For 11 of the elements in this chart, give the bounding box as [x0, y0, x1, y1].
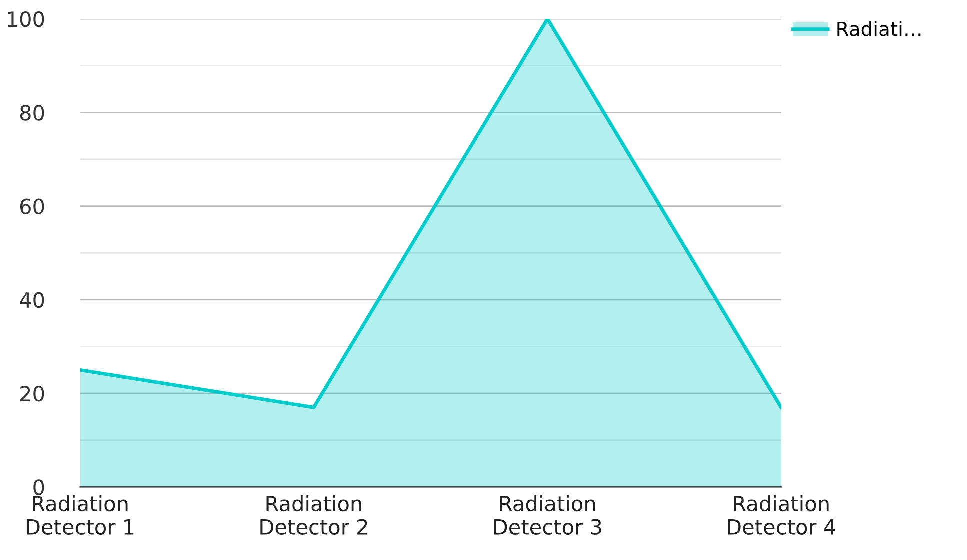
y-tick-label: 20 — [20, 386, 44, 402]
y-tick-label: 40 — [20, 292, 44, 308]
y-tick-label: 100 — [8, 11, 44, 28]
x-tick-label: Radiation Detector 2 — [260, 496, 368, 535]
y-tick-label: 80 — [20, 105, 44, 121]
y-tick-label: 60 — [20, 198, 44, 215]
x-tick-label: Radiation Detector 3 — [494, 496, 602, 535]
legend-label: Radiati… — [838, 21, 921, 36]
y-tick-label: 0 — [34, 480, 44, 496]
x-tick-label: Radiation Detector 4 — [728, 496, 836, 535]
x-tick-label: Radiation Detector 1 — [26, 496, 134, 535]
